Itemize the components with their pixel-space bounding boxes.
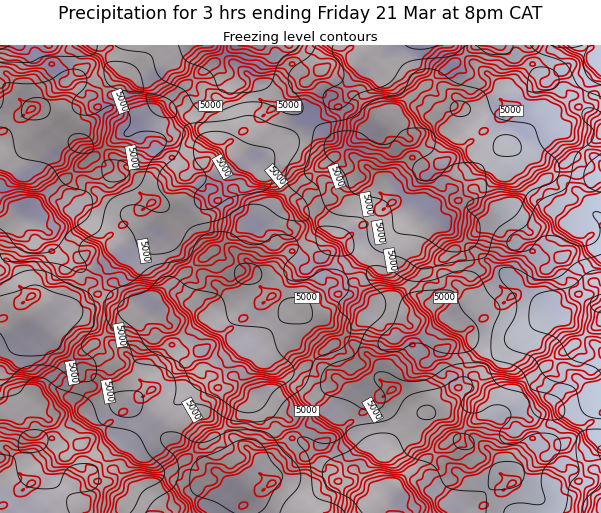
Text: 5000: 5000 xyxy=(183,398,202,422)
Text: 5000: 5000 xyxy=(266,165,287,187)
Text: 5000: 5000 xyxy=(296,293,317,302)
Text: 5000: 5000 xyxy=(66,361,79,384)
Text: 5000: 5000 xyxy=(213,155,232,179)
Text: 5000: 5000 xyxy=(434,293,456,302)
Text: 5000: 5000 xyxy=(138,240,151,263)
Text: 5000: 5000 xyxy=(372,221,385,244)
Text: 5000: 5000 xyxy=(102,380,115,403)
Text: 5000: 5000 xyxy=(384,249,397,272)
Text: 5000: 5000 xyxy=(114,324,127,347)
Text: 5000: 5000 xyxy=(278,102,299,110)
Text: Precipitation for 3 hrs ending Friday 21 Mar at 8pm CAT: Precipitation for 3 hrs ending Friday 21… xyxy=(58,6,543,24)
Text: 5000: 5000 xyxy=(112,89,128,113)
Text: 5000: 5000 xyxy=(200,102,221,110)
Text: Freezing level contours: Freezing level contours xyxy=(223,30,378,44)
Text: 5000: 5000 xyxy=(296,406,317,415)
Text: 5000: 5000 xyxy=(360,192,373,216)
Text: 5000: 5000 xyxy=(329,164,344,188)
Text: 5000: 5000 xyxy=(126,146,139,169)
Text: 5000: 5000 xyxy=(363,398,382,422)
Text: 5000: 5000 xyxy=(500,106,522,115)
